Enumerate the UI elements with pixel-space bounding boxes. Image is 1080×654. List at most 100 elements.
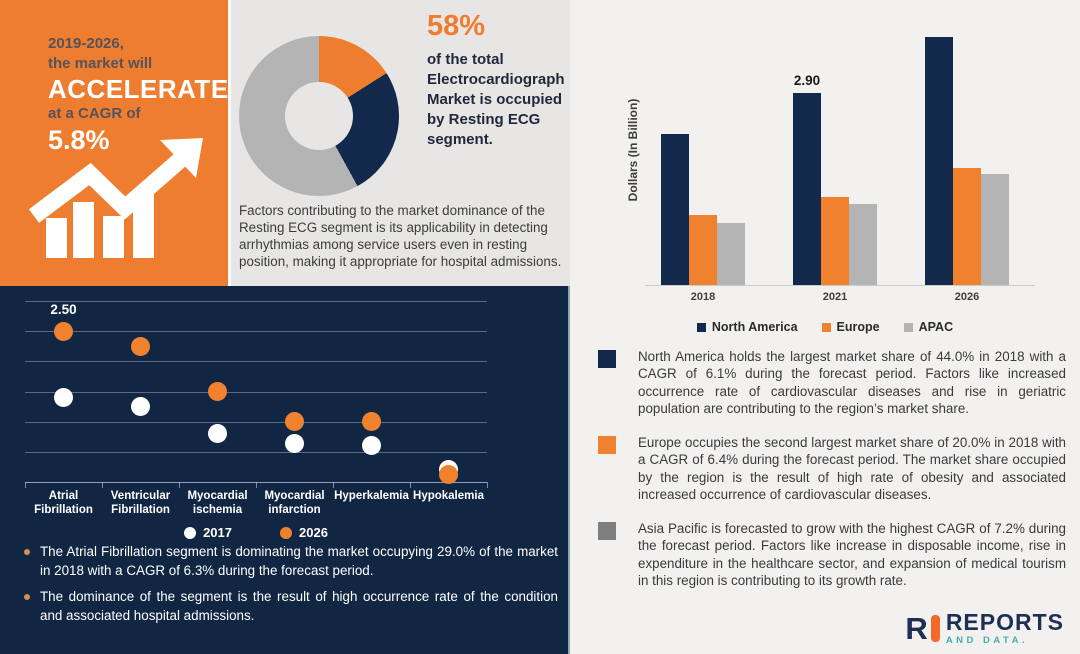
donut-note: Factors contributing to the market domin… (239, 203, 562, 269)
logo-wordmark: REPORTS AND DATA. (945, 609, 1064, 647)
dot-2017-ventricular-fibrillation (131, 397, 150, 417)
bar-group-2021: 2.90 (792, 20, 878, 285)
logo-r-letter: R (905, 611, 928, 646)
axis-tick (25, 482, 26, 488)
promo-period: 2019-2026, (48, 35, 124, 52)
promo-line2: the market will (48, 55, 153, 72)
dot-2026-myocardial-ischemia (208, 382, 227, 401)
north-america-swatch (598, 350, 616, 368)
region-bullet-text: North America holds the largest market s… (638, 349, 1066, 417)
gridline-2.5 (25, 331, 487, 333)
x-tick-2021: 2021 (822, 291, 848, 303)
promo-panel: 2019-2026, the market will ACCELERATE at… (0, 0, 228, 286)
logo-orange-bar-icon (930, 615, 940, 642)
bar-chart-xticks: 2018 2021 2026 (660, 291, 1010, 303)
donut-chart (239, 36, 399, 196)
promo-cagr-value: 5.8% (48, 125, 110, 155)
dot-legend-swatch (280, 526, 292, 539)
dot-plot-area: 2.50 (25, 301, 488, 488)
bar-north-america-2021: 2.90 (793, 73, 821, 285)
dot-plot-section: 2.50 Atrial Fibrillation Ventricular Fibr… (0, 286, 570, 654)
bar-apac-2021 (849, 204, 877, 285)
category-label-myocardial-infarction: Myocardial infarction (264, 490, 325, 516)
category-label-myocardial-ischemia: Myocardial ischemia (187, 490, 248, 516)
dot-plot-legend: 2017 2026 (25, 525, 487, 540)
dot-2026-ventricular-fibrillation (131, 336, 150, 356)
region-bullet-north-america: North America holds the largest market s… (598, 348, 1068, 418)
donut-stat: 58% (427, 10, 486, 42)
axis-tick (410, 482, 411, 488)
category-label-atrial-fibrillation: Atrial Fibrillation (34, 490, 93, 516)
dot-legend-swatch (184, 526, 197, 539)
logo-title: REPORTS (945, 609, 1064, 635)
donut-callout: of the total Electrocardiograph Market i… (427, 51, 565, 148)
dot-legend-label: 2017 (203, 525, 232, 540)
region-bullet-asia-pacific: Asia Pacific is forecasted to grow with … (598, 520, 1068, 590)
bar-group-2026 (924, 20, 1010, 285)
segment-bullet: The Atrial Fibrillation segment is domin… (18, 542, 558, 580)
dot-2026-hypokalemia (439, 465, 458, 485)
category-label-hyperkalemia: Hyperkalemia (334, 490, 409, 502)
category-label-hypokalemia: Hypokalemia (413, 490, 484, 502)
dot-2017-hyperkalemia (362, 436, 381, 456)
promo-headline: ACCELERATE (48, 74, 229, 104)
x-tick-2026: 2026 (954, 291, 980, 303)
legend-item-europe: Europe (821, 320, 880, 334)
donut-section: 58% of the total Electrocardiograph Mark… (231, 0, 570, 286)
legend-swatch (821, 322, 831, 332)
bar-chart-legend: North America Europe APAC (570, 320, 1080, 334)
axis-tick (256, 482, 257, 488)
legend-label: Europe (836, 320, 880, 334)
gridline-3.0 (25, 301, 487, 302)
regional-section: Dollars (In Billion) 2.90 2018 2021 2026 N… (570, 0, 1080, 654)
dot-legend-item-2026: 2026 (280, 525, 328, 540)
europe-swatch (598, 436, 616, 454)
gridline-1.0 (25, 421, 487, 423)
bar-apac-2026 (981, 174, 1009, 285)
promo-line4: at a CAGR of (48, 105, 141, 122)
legend-swatch (903, 322, 913, 332)
axis-tick (487, 482, 488, 488)
gridline-2.0 (25, 361, 487, 363)
bar-value-label: 2.90 (793, 73, 821, 88)
gridline-0.5 (25, 451, 487, 453)
legend-item-north-america: North America (696, 320, 798, 334)
dot-2017-atrial-fibrillation (54, 388, 73, 408)
bar-chart: Dollars (In Billion) 2.90 2018 2021 2026 N… (570, 0, 1080, 345)
bar-chart-groups: 2.90 (660, 20, 1010, 285)
dot-2026-hyperkalemia (362, 412, 381, 432)
bar-north-america-2026 (925, 37, 953, 285)
logo-icon: R (905, 611, 940, 646)
bar-chart-axis-line (645, 285, 1035, 286)
reports-and-data-logo: R REPORTS AND DATA. (905, 609, 1064, 647)
donut-hole (285, 82, 353, 150)
bar-group-2018 (660, 20, 746, 285)
category-label-ventricular-fibrillation: Ventricular Fibrillation (110, 490, 171, 516)
axis-tick (333, 482, 334, 488)
growth-arrow-chart-icon (28, 138, 203, 258)
logo-subtitle: AND DATA. (945, 635, 1029, 646)
legend-label: APAC (918, 320, 954, 334)
region-bullet-text: Asia Pacific is forecasted to grow with … (638, 521, 1066, 589)
dot-plot-category-labels: Atrial Fibrillation Ventricular Fibrillat… (25, 490, 487, 524)
bar-europe-2021 (821, 197, 849, 285)
promo-text: 2019-2026, the market will ACCELERATE at… (48, 34, 229, 156)
bar-europe-2018 (689, 215, 717, 285)
dot-2026-myocardial-infarction (285, 412, 304, 432)
bar-europe-2026 (953, 168, 981, 285)
bar-north-america-2018 (661, 134, 689, 285)
gridline-1.5 (25, 391, 487, 393)
bar-apac-2018 (717, 223, 745, 285)
x-tick-2018: 2018 (690, 291, 716, 303)
asia-pacific-swatch (598, 522, 616, 540)
legend-label: North America (711, 320, 798, 334)
region-bullet-text: Europe occupies the second largest marke… (638, 435, 1066, 503)
axis-tick (102, 482, 103, 488)
bar-chart-y-axis-label: Dollars (In Billion) (626, 98, 640, 202)
dot-legend-label: 2026 (299, 525, 328, 540)
segment-bullet-list: The Atrial Fibrillation segment is domin… (18, 542, 558, 632)
dot-legend-item-2017: 2017 (184, 525, 232, 540)
axis-tick (179, 482, 180, 488)
dot-2026-atrial-fibrillation (54, 321, 73, 341)
